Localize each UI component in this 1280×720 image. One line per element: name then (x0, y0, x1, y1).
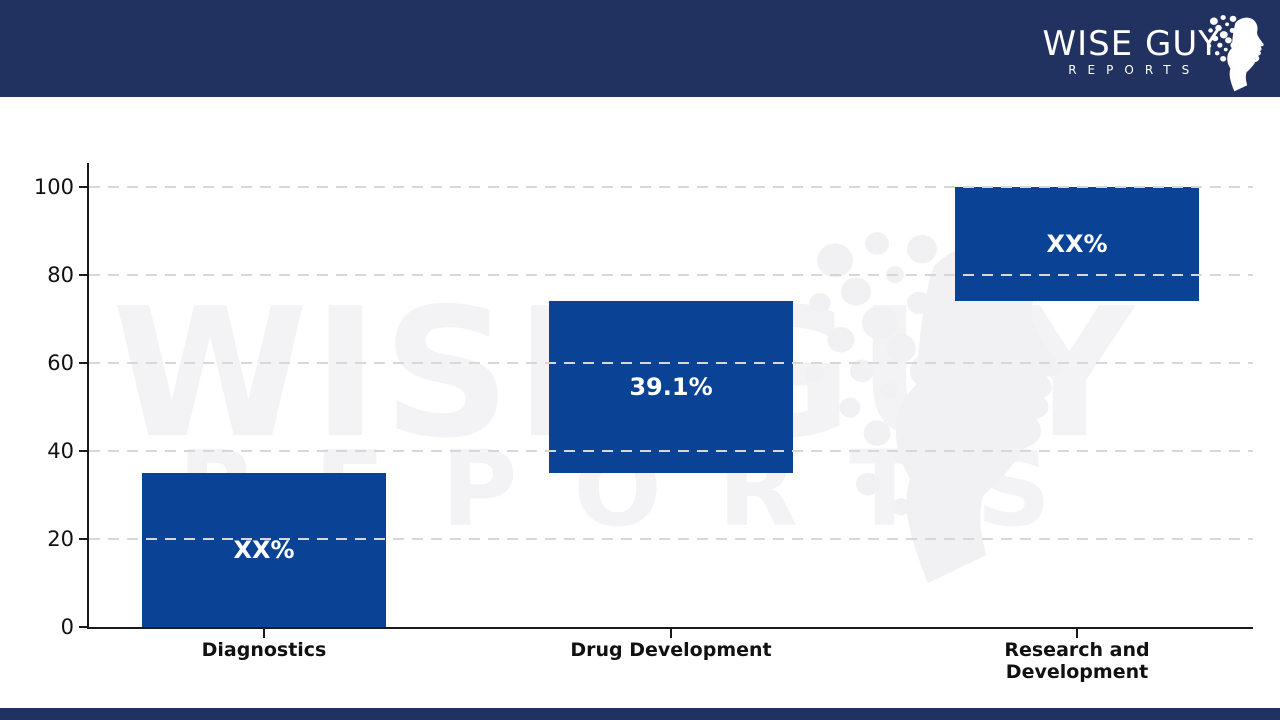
bar-value-label: 39.1% (629, 372, 713, 401)
wiseguy-logo-text: WISE GUY REPORTS (1042, 23, 1220, 78)
y-tick-mark (79, 185, 87, 188)
bar-drug-development (549, 300, 793, 473)
logo-wiseguy-label: WISE GUY (1042, 23, 1220, 64)
y-axis-line (87, 163, 89, 629)
bar-value-label: XX% (1046, 229, 1108, 258)
y-tick-label: 100 (33, 174, 74, 199)
y-tick-mark (79, 273, 87, 276)
y-tick-label: 40 (47, 438, 74, 463)
x-tick-mark (670, 629, 672, 638)
gridline (89, 273, 1253, 276)
y-tick-mark (79, 626, 87, 628)
gridline (89, 537, 1253, 540)
wiseguy-face-icon (1207, 15, 1264, 92)
bar-diagnostics (142, 472, 386, 627)
y-tick-label: 60 (47, 350, 74, 375)
gridline (89, 185, 1253, 188)
y-tick-mark (79, 537, 87, 540)
bar-research-and-development (955, 186, 1199, 301)
y-tick-mark (79, 449, 87, 452)
x-tick-mark (1076, 629, 1078, 638)
logo-reports-label: REPORTS (1068, 63, 1201, 78)
gridline (89, 361, 1253, 364)
wiseguy-face-watermark-icon (805, 232, 1062, 584)
y-tick-label: 0 (60, 615, 74, 639)
y-tick-mark (79, 361, 87, 364)
category-label-diagnostics: Diagnostics (201, 639, 327, 661)
category-label-drug-development: Drug Development (570, 639, 772, 661)
y-tick-label: 80 (47, 262, 74, 287)
footer-bar (0, 708, 1280, 720)
header-bar (0, 0, 1280, 97)
x-axis-line (87, 627, 1253, 629)
x-tick-mark (263, 629, 265, 638)
wiseguy-logo: WISE GUY REPORTS (1042, 12, 1270, 92)
y-tick-label: 20 (47, 526, 74, 551)
category-label-research-and-development: Research and Development (1004, 639, 1150, 683)
gridline (89, 449, 1253, 452)
bar-value-label: XX% (233, 535, 295, 564)
